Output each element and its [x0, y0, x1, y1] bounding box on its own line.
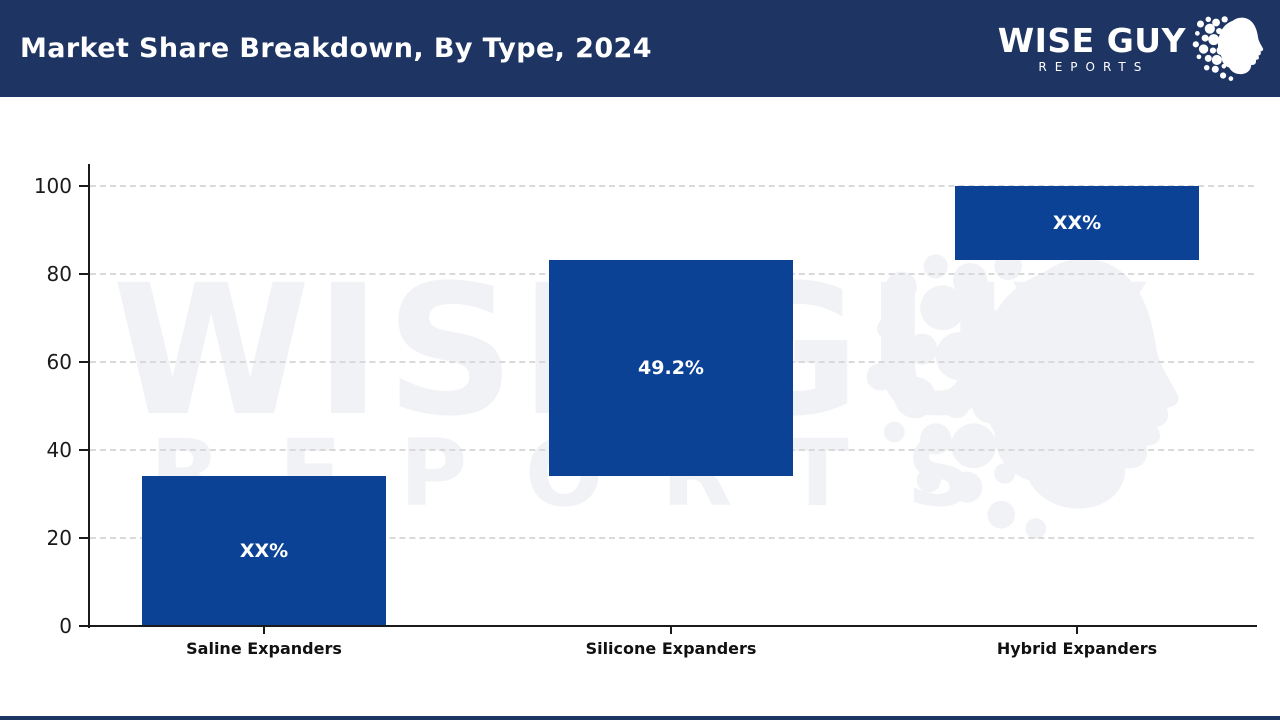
- logo-text: WISE GUY REPORTS: [998, 24, 1186, 74]
- footer-band: [0, 716, 1280, 720]
- bar: [549, 259, 793, 477]
- x-tick-label: Silicone Expanders: [585, 639, 757, 658]
- y-tick-label: 60: [46, 350, 72, 374]
- x-tick-mark: [263, 627, 265, 634]
- bar: [142, 476, 386, 626]
- y-tick-label: 100: [33, 174, 72, 198]
- x-axis-spine: [87, 625, 1257, 627]
- logo-wordmark: WISE GUY: [997, 20, 1186, 60]
- x-tick-label: Hybrid Expanders: [996, 639, 1158, 658]
- x-tick-mark: [670, 627, 672, 634]
- bar-value-label: 49.2%: [638, 357, 704, 380]
- y-tick-mark: [79, 625, 88, 627]
- bar-value-label: XX%: [239, 540, 289, 563]
- bar: [955, 186, 1199, 260]
- y-axis-spine: [88, 164, 90, 628]
- dotted-head-logo-icon: [1188, 7, 1266, 91]
- y-tick-label: 40: [46, 438, 72, 462]
- wise-guy-reports-logo: WISE GUY REPORTS: [998, 7, 1266, 91]
- y-tick-label: 20: [46, 526, 72, 550]
- bar-value-label: XX%: [1052, 211, 1102, 234]
- y-tick-mark: [79, 185, 88, 187]
- logo-subtext: REPORTS: [1038, 59, 1150, 74]
- y-tick-label: 80: [46, 262, 72, 286]
- y-tick-mark: [79, 361, 88, 363]
- y-tick-label: 0: [59, 614, 72, 638]
- header-band: Market Share Breakdown, By Type, 2024 WI…: [0, 0, 1280, 97]
- page-title: Market Share Breakdown, By Type, 2024: [20, 33, 652, 64]
- y-tick-mark: [79, 449, 88, 451]
- x-tick-label: Saline Expanders: [186, 639, 342, 658]
- y-tick-mark: [79, 273, 88, 275]
- gridline: [90, 185, 1254, 187]
- y-tick-mark: [79, 537, 88, 539]
- x-tick-mark: [1076, 627, 1078, 634]
- gridline: [90, 537, 1254, 539]
